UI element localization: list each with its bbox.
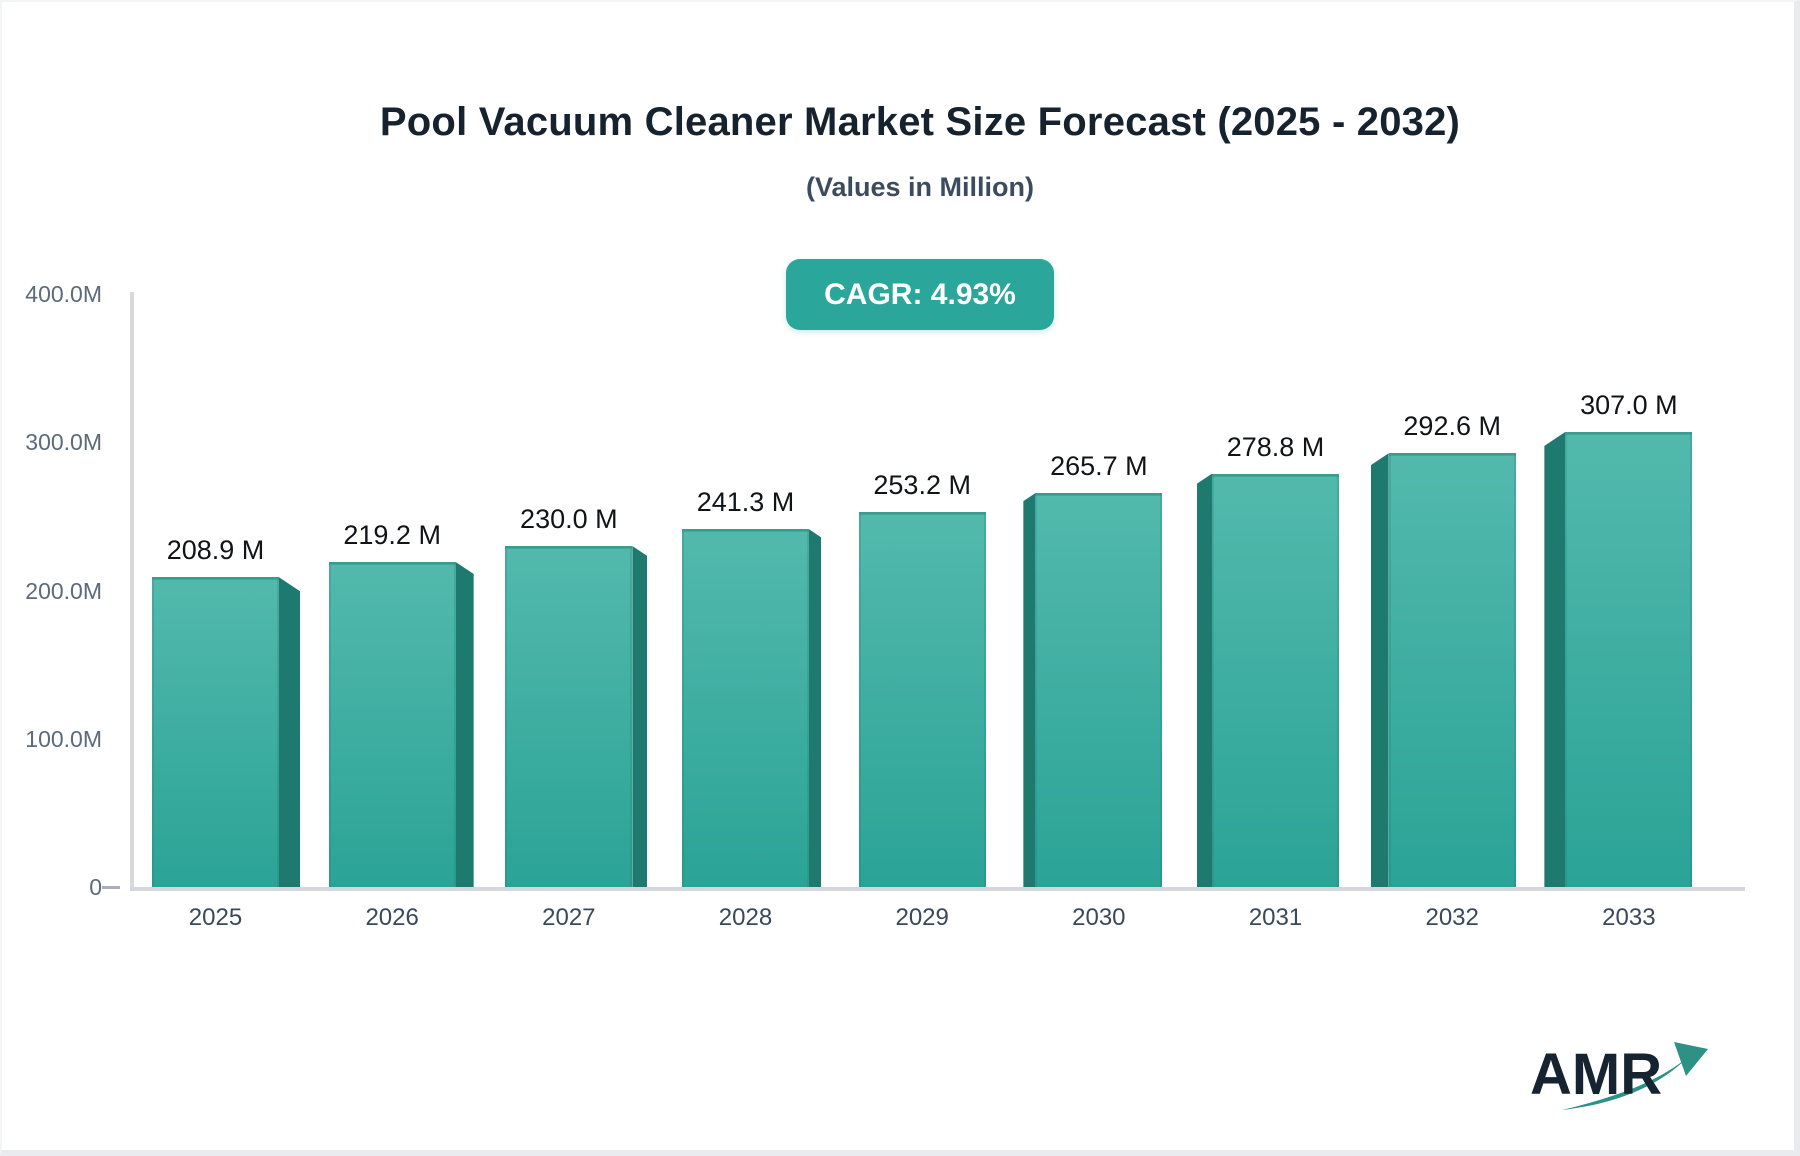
bar-2028 [682,529,809,890]
y-axis-zero-tick [102,886,120,889]
cagr-badge-row: CAGR: 4.93% [46,259,1794,330]
amr-logo-text: AMR [1530,1042,1662,1107]
x-axis-label-2032: 2032 [1425,904,1479,931]
bar-side-2027 [632,546,648,890]
bar-2031 [1212,473,1340,890]
y-axis-tick-label-0: 0 [89,874,102,900]
y-axis-tick-label-100: 100.0M [25,725,102,752]
bar-side-2032 [1370,453,1389,890]
bar-side-2026 [455,562,474,890]
x-axis-label-2027: 2027 [542,904,596,931]
bar-side-2033 [1544,431,1566,890]
y-axis-tick-label-200: 200.0M [25,577,102,604]
bar-2025 [152,577,279,890]
bar-value-label-2025: 208.9 M [166,535,265,566]
cagr-badge: CAGR: 4.93% [786,259,1054,330]
bar-value-label-2033: 307.0 M [1580,389,1678,420]
chart-subtitle: (Values in Million) [805,172,1035,202]
x-axis-label-2033: 2033 [1602,904,1656,931]
bar-2029 [858,511,986,890]
bar-value-label-2028: 241.3 M [696,487,795,518]
bar-2032 [1388,453,1516,890]
bar-value-label-2029: 253.2 M [873,469,971,500]
bar-side-2030 [1023,493,1036,890]
x-axis-label-2030: 2030 [1072,904,1126,931]
x-axis-label-2029: 2029 [895,904,949,931]
bar-2033 [1565,431,1693,890]
x-axis-label-2025: 2025 [188,904,243,931]
chart-title: Pool Vacuum Cleaner Market Size Forecast… [379,100,1461,144]
bar-side-2028 [809,529,821,890]
y-axis-line [130,292,134,891]
amr-logo: AMR [1524,1032,1724,1116]
bar-side-2025 [279,577,300,890]
bar-value-label-2027: 230.0 M [520,504,618,535]
growth-arrow-head-icon [1674,1042,1708,1076]
bar-2030 [1035,493,1163,890]
x-axis-label-2026: 2026 [365,904,419,931]
x-axis-label-2028: 2028 [718,904,773,931]
x-axis-line [130,887,1745,891]
amr-logo-graphic: AMR [1530,1042,1708,1110]
y-axis-tick-label-300: 300.0M [25,429,102,456]
y-axis-tick-label-400: 400.0M [25,281,102,307]
bar-value-label-2030: 265.7 M [1050,451,1148,482]
bar-side-2031 [1197,473,1213,890]
bar-value-label-2032: 292.6 M [1403,411,1501,442]
bar-value-label-2026: 219.2 M [343,520,441,551]
x-axis-label-2031: 2031 [1248,904,1303,931]
bar-value-label-2031: 278.8 M [1226,431,1325,462]
bar-2026 [328,562,456,890]
bar-2027 [505,546,633,890]
